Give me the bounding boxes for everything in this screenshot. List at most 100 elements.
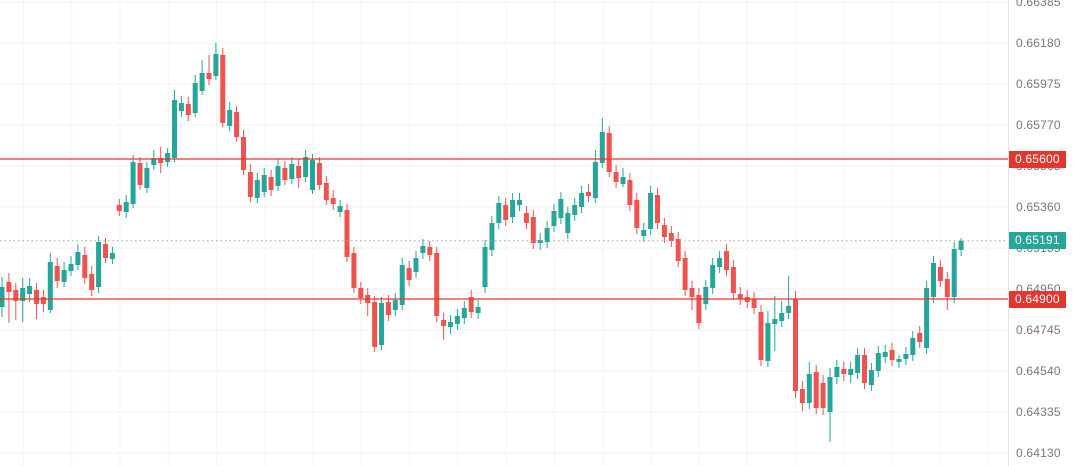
candle[interactable] xyxy=(68,256,74,276)
candle[interactable] xyxy=(330,190,336,210)
candle[interactable] xyxy=(924,281,930,354)
candle[interactable] xyxy=(399,258,405,310)
candle[interactable] xyxy=(137,157,143,190)
candle[interactable] xyxy=(54,258,60,288)
candle[interactable] xyxy=(634,193,640,234)
candle[interactable] xyxy=(641,223,647,242)
candle[interactable] xyxy=(786,276,792,319)
candle[interactable] xyxy=(862,348,867,389)
candle[interactable] xyxy=(724,244,729,276)
candle[interactable] xyxy=(841,362,847,381)
candle[interactable] xyxy=(868,363,874,391)
candle[interactable] xyxy=(537,233,543,250)
candle[interactable] xyxy=(75,244,81,270)
candle[interactable] xyxy=(558,192,564,224)
candle[interactable] xyxy=(530,210,536,249)
candle[interactable] xyxy=(730,260,736,299)
candle[interactable] xyxy=(441,313,447,340)
candle[interactable] xyxy=(689,281,695,310)
candle[interactable] xyxy=(351,247,357,293)
candle[interactable] xyxy=(655,188,660,229)
candle[interactable] xyxy=(268,170,274,196)
candle[interactable] xyxy=(27,278,33,302)
candle[interactable] xyxy=(827,368,833,442)
candle[interactable] xyxy=(820,375,826,415)
candle[interactable] xyxy=(323,176,329,205)
candle[interactable] xyxy=(123,195,129,218)
candle[interactable] xyxy=(448,315,453,334)
candle[interactable] xyxy=(82,247,88,284)
candle[interactable] xyxy=(461,301,467,324)
candle[interactable] xyxy=(882,345,888,363)
candle[interactable] xyxy=(6,273,12,323)
candle[interactable] xyxy=(282,161,288,185)
candle[interactable] xyxy=(592,150,598,203)
candle[interactable] xyxy=(937,260,943,287)
candle[interactable] xyxy=(89,266,95,296)
candle[interactable] xyxy=(40,290,46,312)
candle[interactable] xyxy=(751,292,757,314)
chart-plot-area[interactable] xyxy=(0,0,1008,466)
candle[interactable] xyxy=(310,154,315,194)
candle[interactable] xyxy=(620,168,626,187)
candle[interactable] xyxy=(875,346,881,377)
candle[interactable] xyxy=(392,293,398,316)
candle[interactable] xyxy=(772,296,778,351)
candle[interactable] xyxy=(254,173,260,203)
candle[interactable] xyxy=(710,258,716,294)
candle[interactable] xyxy=(365,288,371,316)
candle[interactable] xyxy=(586,184,591,202)
candle[interactable] xyxy=(765,311,771,367)
candle[interactable] xyxy=(344,204,350,262)
candle[interactable] xyxy=(496,196,502,229)
candle[interactable] xyxy=(799,381,805,411)
candle[interactable] xyxy=(551,204,557,232)
candle[interactable] xyxy=(303,150,309,182)
candle[interactable] xyxy=(475,300,481,319)
candle[interactable] xyxy=(372,296,378,352)
candle[interactable] xyxy=(34,283,39,319)
candle[interactable] xyxy=(61,262,67,287)
candle[interactable] xyxy=(489,216,495,256)
candle[interactable] xyxy=(834,360,840,384)
candle[interactable] xyxy=(889,343,895,366)
candle[interactable] xyxy=(241,130,246,175)
candle[interactable] xyxy=(931,256,936,303)
candle[interactable] xyxy=(661,218,667,243)
candle[interactable] xyxy=(717,251,723,273)
candle[interactable] xyxy=(227,102,233,131)
candle[interactable] xyxy=(144,162,150,193)
candle[interactable] xyxy=(116,199,122,216)
candle[interactable] xyxy=(47,253,53,313)
candle[interactable] xyxy=(848,362,854,383)
candle[interactable] xyxy=(517,193,522,211)
candle[interactable] xyxy=(96,236,102,293)
price-axis[interactable]: 0.65600 0.64900 0.65191 0.66385 0.66180 0.… xyxy=(1008,0,1080,466)
candle[interactable] xyxy=(192,75,198,117)
candle[interactable] xyxy=(696,288,702,329)
candle[interactable] xyxy=(213,43,219,80)
candle[interactable] xyxy=(454,309,460,330)
candle[interactable] xyxy=(944,272,950,310)
candle[interactable] xyxy=(158,147,164,173)
candle[interactable] xyxy=(0,277,5,317)
candle[interactable] xyxy=(151,150,157,170)
candle[interactable] xyxy=(599,118,605,168)
candle[interactable] xyxy=(572,198,578,221)
candle[interactable] xyxy=(606,126,612,177)
candle[interactable] xyxy=(247,164,253,202)
candle[interactable] xyxy=(682,251,688,296)
candle[interactable] xyxy=(206,55,212,85)
candle[interactable] xyxy=(20,278,26,322)
candle[interactable] xyxy=(675,232,681,267)
candle[interactable] xyxy=(510,193,516,223)
candle[interactable] xyxy=(316,157,322,190)
candle[interactable] xyxy=(565,207,571,239)
candle[interactable] xyxy=(896,355,902,368)
candle[interactable] xyxy=(523,206,529,229)
candle[interactable] xyxy=(185,97,191,121)
candle[interactable] xyxy=(806,362,812,409)
candle[interactable] xyxy=(627,173,633,211)
candle[interactable] xyxy=(358,282,364,304)
candle[interactable] xyxy=(275,159,281,191)
